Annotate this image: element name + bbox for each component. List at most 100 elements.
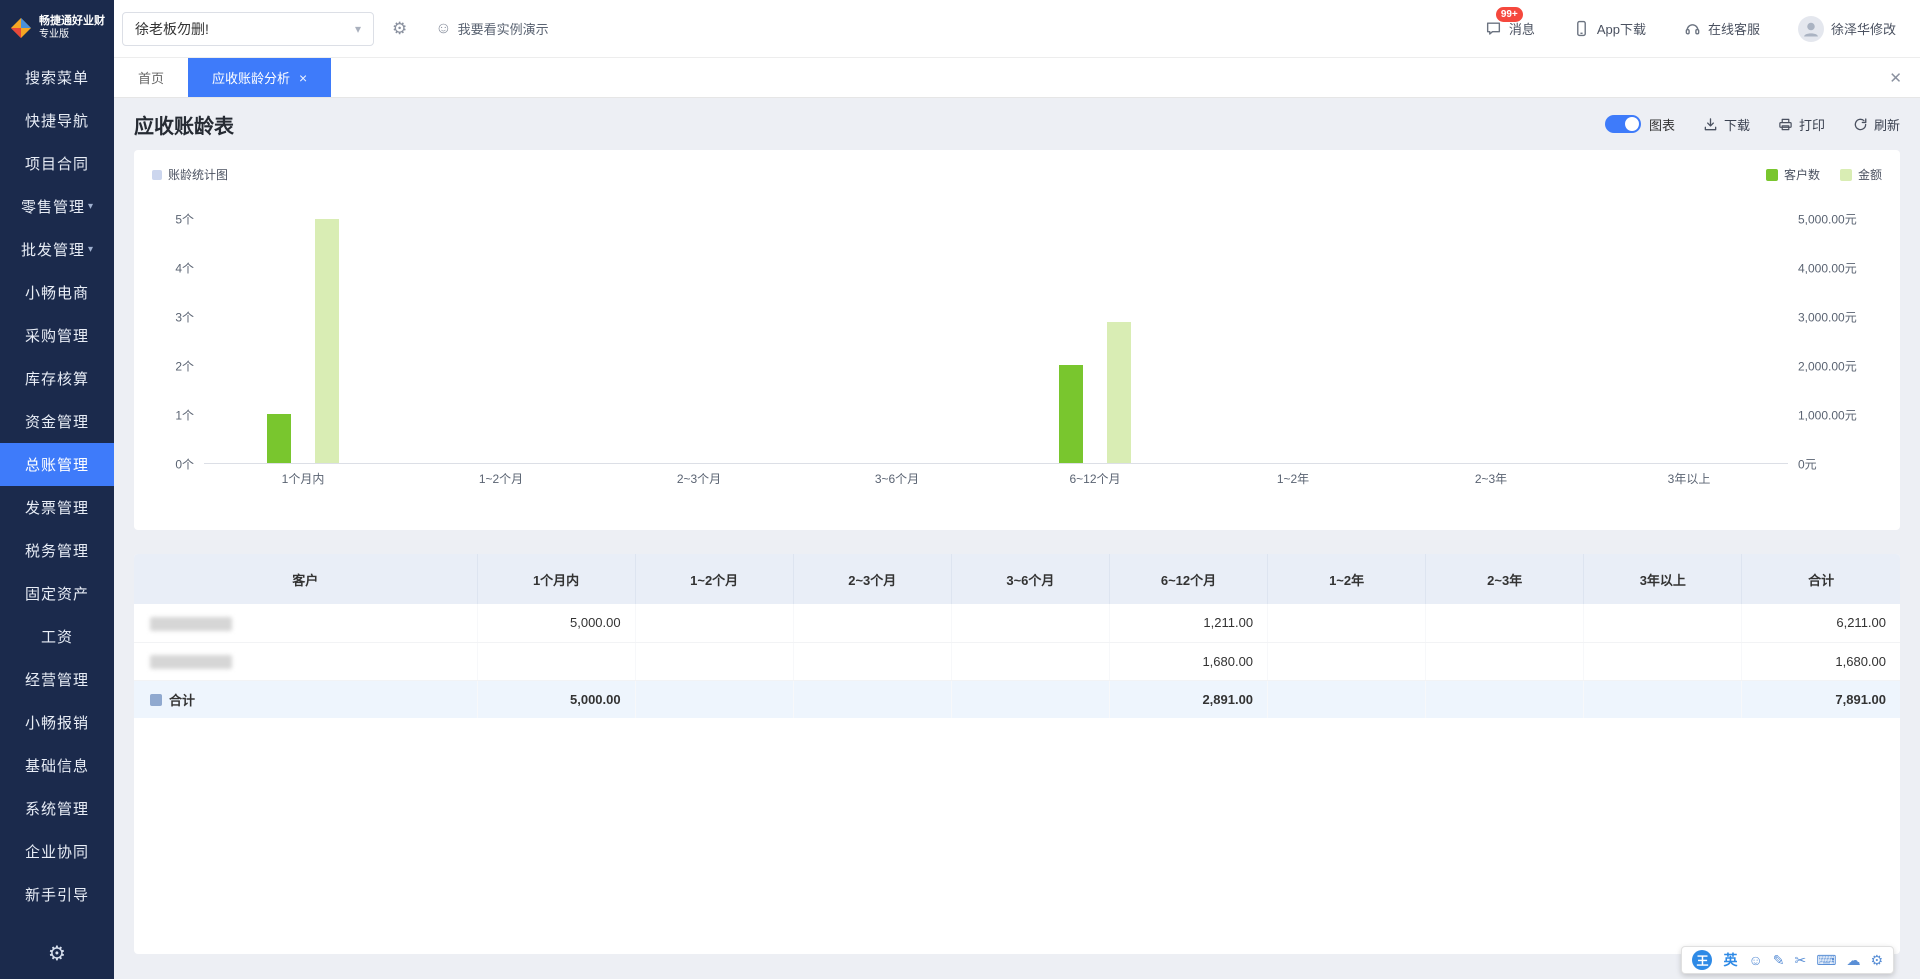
messages-button[interactable]: 99+ 消息 [1485,7,1535,38]
sidebar-item-12[interactable]: 固定资产 [0,572,114,615]
ime-logo-icon[interactable]: 王 [1692,950,1713,970]
sidebar-item-label: 资金管理 [24,414,89,431]
sidebar-item-14[interactable]: 经营管理 [0,658,114,701]
aging-table: 客户 1个月内 1~2个月 2~3个月 3~6个月 6~12个月 1~2年 2~3年 3年以上合… [134,554,1900,718]
content: 应收账龄表 图表 下载 打印 [114,98,1920,979]
settings-gear-icon[interactable]: ⚙ [392,18,408,38]
sidebar-item-0[interactable]: 搜索菜单 [0,56,114,99]
tab-close-icon[interactable]: × [299,69,308,86]
total-value-cell: 7,891.00 [1741,680,1900,718]
sidebar-item-label: 快捷导航 [24,113,89,130]
user-menu[interactable]: 徐泽华修改 [1797,15,1896,42]
total-label: 合计 [169,692,196,708]
x-axis-label: 1~2个月 [478,472,524,486]
avatar [1797,15,1824,42]
table-body: 5,000.00 1,211.00 6,211.00 1,680.00 1,680.00… [134,604,1900,718]
sidebar-item-6[interactable]: 采购管理 [0,314,114,357]
refresh-button[interactable]: 刷新 [1853,115,1900,134]
value-cell [1583,642,1743,681]
bar-amount [315,219,339,463]
sidebar-item-1[interactable]: 快捷导航 [0,99,114,142]
sidebar-item-8[interactable]: 资金管理 [0,400,114,443]
app-download-button[interactable]: App下载 [1573,19,1646,38]
sidebar-item-3[interactable]: 零售管理 ▾ [0,185,114,228]
sidebar-item-5[interactable]: 小畅电商 [0,271,114,314]
total-value-cell [1583,680,1743,718]
sidebar-item-label: 系统管理 [24,801,89,818]
sidebar-item-label: 搜索菜单 [24,70,89,87]
sidebar-item-18[interactable]: 企业协同 [0,830,114,873]
toggle-switch-icon[interactable] [1604,115,1641,133]
ime-settings-gear-icon[interactable]: ⚙ [1870,951,1883,968]
chart-title-icon [152,169,162,180]
ime-toolbar[interactable]: 王 英 ☺ ✎ ✂ ⌨ ☁ ⚙ [1681,946,1894,974]
total-value-cell [1267,680,1427,718]
tab-1[interactable]: 应收账龄分析 × [188,58,332,97]
sidebar-item-15[interactable]: 小畅报销 [0,701,114,744]
support-button[interactable]: 在线客服 [1684,19,1760,38]
sidebar-item-10[interactable]: 发票管理 [0,486,114,529]
tabs: 首页 应收账龄分析 × [114,58,332,97]
chart-toggle[interactable]: 图表 [1604,115,1675,134]
scissors-icon[interactable]: ✂ [1794,951,1807,968]
chart-category-group: 1~2年 [1194,219,1392,486]
tab-0[interactable]: 首页 [114,58,189,97]
chart-title-wrap: 账龄统计图 [152,166,228,183]
sidebar-item-7[interactable]: 库存核算 [0,357,114,400]
chart-category-group: 2~3个月 [600,219,798,486]
download-button[interactable]: 下载 [1703,115,1750,134]
keyboard-icon[interactable]: ⌨ [1816,951,1837,968]
value-cell: 1,211.00 [1109,604,1269,643]
customer-cell[interactable] [134,642,478,681]
company-selector[interactable]: 徐老板勿删! ▾ [122,11,374,46]
customer-cell[interactable] [134,604,478,643]
print-label: 打印 [1798,117,1825,133]
ime-icons: ☺ ✎ ✂ ⌨ ☁ ⚙ [1748,952,1883,969]
chart-toggle-label: 图表 [1648,117,1675,133]
pen-icon[interactable]: ✎ [1772,951,1785,968]
ime-language-indicator[interactable]: 英 [1723,952,1738,968]
chevron-down-icon: ▾ [87,244,94,255]
demo-link[interactable]: ☺ 我要看实例演示 [435,19,548,38]
legend-item[interactable]: 金额 [1839,166,1882,183]
sidebar-item-11[interactable]: 税务管理 [0,529,114,572]
emoji-icon[interactable]: ☺ [1748,951,1763,968]
demo-link-label: 我要看实例演示 [457,22,549,37]
sidebar-item-label: 固定资产 [24,586,89,603]
axis-tick-label: 4,000.00元 [1798,261,1857,276]
sidebar-item-4[interactable]: 批发管理 ▾ [0,228,114,271]
legend-label: 金额 [1857,168,1882,182]
sidebar-settings-gear-icon[interactable]: ⚙ [48,942,66,965]
x-axis-label: 1个月内 [281,472,325,486]
axis-tick-label: 1,000.00元 [1798,408,1857,423]
legend-item[interactable]: 客户数 [1765,166,1820,183]
logo-title: 畅捷通好业财 [39,15,105,28]
close-tabs-icon[interactable]: ✕ [1889,69,1902,87]
chart-category-group: 3年以上 [1590,219,1788,486]
chart-category-group: 1~2个月 [402,219,600,486]
cloud-icon[interactable]: ☁ [1846,951,1861,968]
redacted-customer-name [150,616,232,631]
axis-tick-label: 3个 [175,310,194,325]
value-cell: 1,680.00 [1109,642,1269,681]
bar-group [402,219,600,463]
total-value-cell [793,680,952,718]
page-title: 应收账龄表 [134,115,234,138]
sidebar-item-13[interactable]: 工资 [0,615,114,658]
app-logo: 畅捷通好业财 专业版 [0,0,114,56]
sidebar-item-9[interactable]: 总账管理 [0,443,114,486]
username: 徐泽华修改 [1830,22,1896,37]
x-axis-label: 3年以上 [1667,472,1711,486]
axis-tick-label: 3,000.00元 [1798,310,1857,325]
sidebar-item-17[interactable]: 系统管理 [0,787,114,830]
column-header-8: 3年以上 [1583,554,1743,604]
sidebar-item-19[interactable]: 新手引导 [0,873,114,916]
legend-swatch-icon [1839,168,1852,181]
sidebar-item-label: 新手引导 [24,887,89,904]
value-cell: 1,680.00 [1741,642,1900,681]
value-cell [951,604,1110,643]
sidebar-item-2[interactable]: 项目合同 [0,142,114,185]
sidebar-item-16[interactable]: 基础信息 [0,744,114,787]
print-button[interactable]: 打印 [1778,115,1825,134]
y-axis-left: 5个 4个 3个 2个 1个 0个 [152,213,204,472]
